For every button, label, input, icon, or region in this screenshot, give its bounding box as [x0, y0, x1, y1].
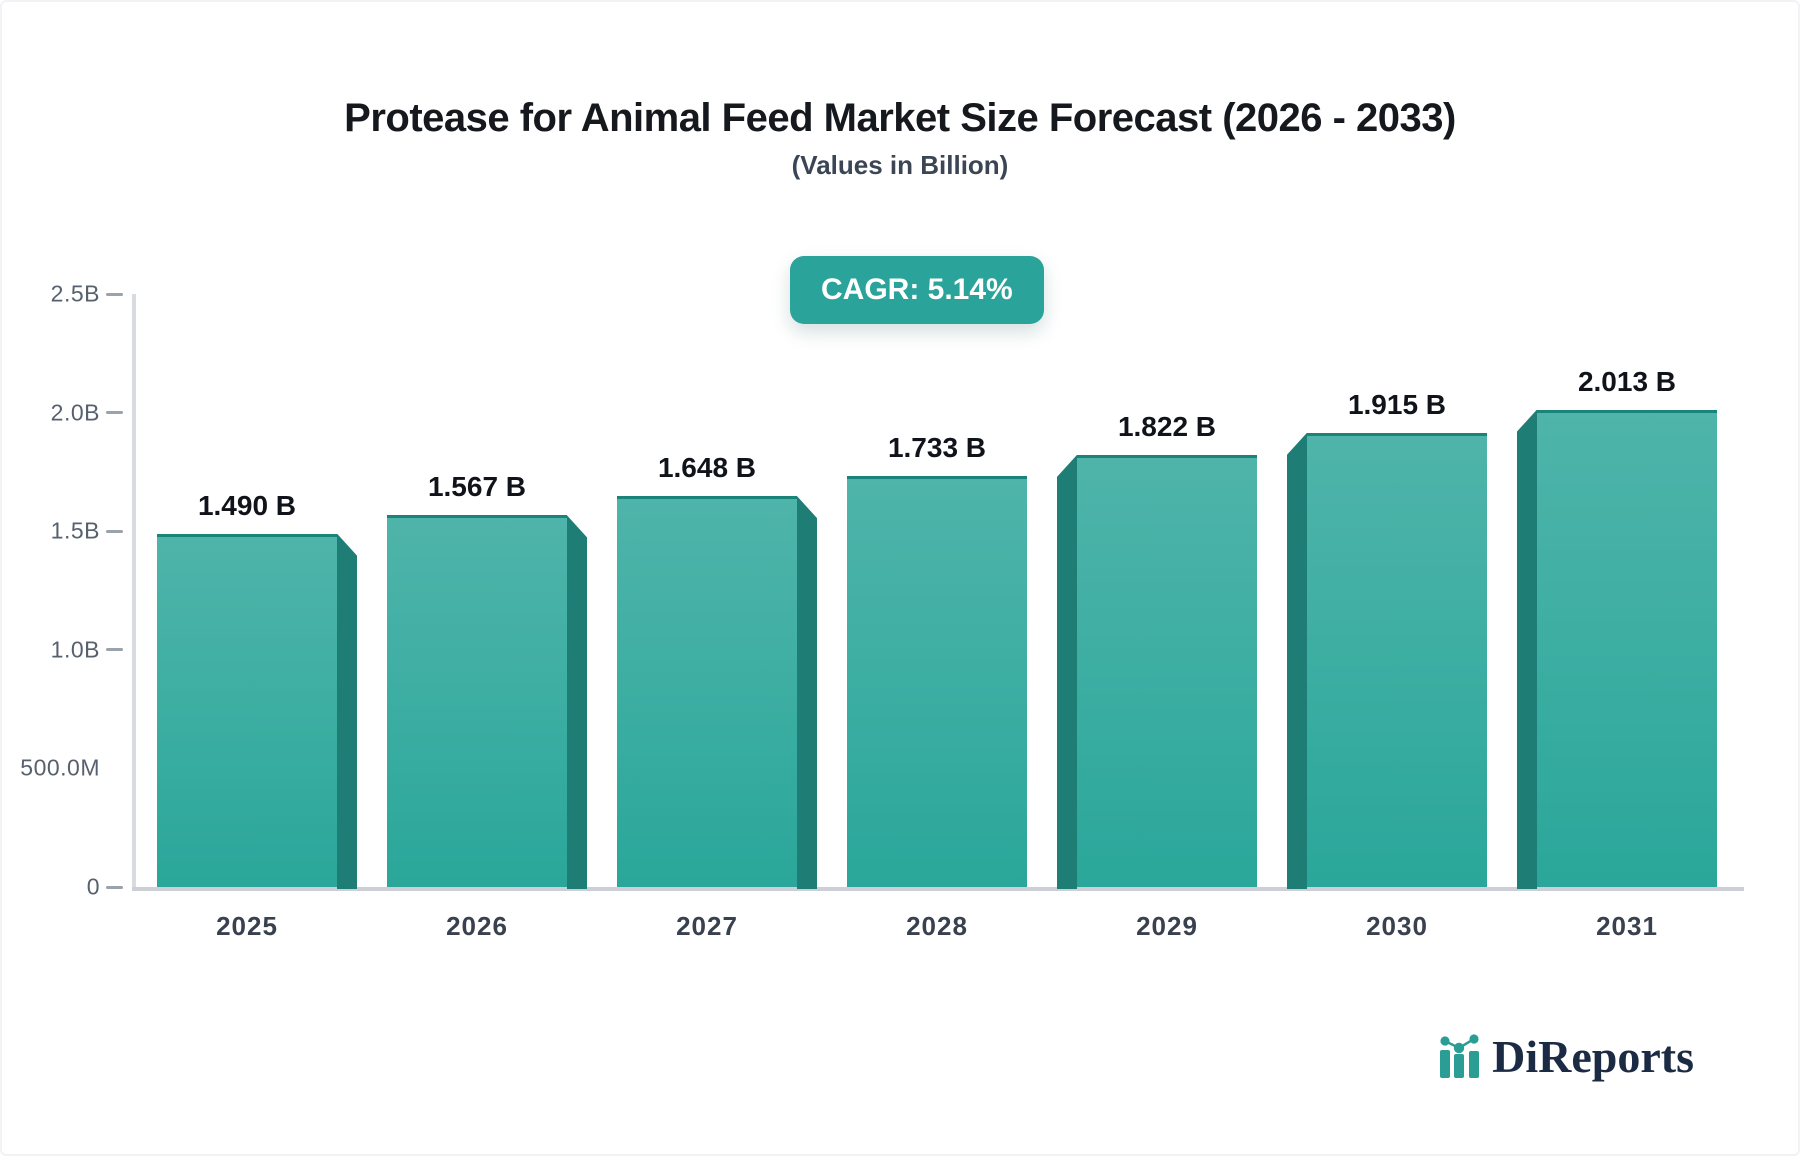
bar-group: 1.733 B: [822, 294, 1052, 887]
bar-value-label: 1.915 B: [1347, 388, 1447, 420]
bar-group: 1.915 B: [1282, 294, 1512, 889]
bar: 2.013 B: [1517, 366, 1717, 889]
bar-value-label: 2.013 B: [1577, 365, 1677, 397]
cagr-badge-label: CAGR: 5.14%: [821, 273, 1013, 306]
y-axis-tick-label: 1.5B: [50, 517, 100, 544]
bar-chart-plot: 0 500.0M 1.0B 1.5B 2.0B 2.5B 1.490 B 2025 1.567 …: [20, 281, 1744, 941]
bar-face: [617, 496, 797, 887]
bar-group: 1.567 B: [362, 294, 592, 889]
bar-face: [1537, 409, 1717, 887]
x-axis-baseline: [132, 887, 1744, 891]
bar: 1.648 B: [617, 452, 817, 889]
bar-3d-side: [1517, 409, 1537, 889]
x-axis-label: 2029: [1136, 911, 1198, 941]
y-axis-tick-mark: [106, 885, 123, 889]
bar-group: 2.013 B: [1512, 294, 1742, 889]
x-axis-label: 2030: [1366, 911, 1428, 941]
chart-subtitle: (Values in Billion): [791, 150, 1009, 180]
bar-face: [387, 515, 567, 887]
bar-value-label: 1.733 B: [887, 431, 987, 463]
y-axis-tick-label: 500.0M: [20, 754, 100, 781]
x-axis-label: 2028: [906, 911, 968, 941]
bar-3d-side: [797, 496, 817, 889]
bar: 1.915 B: [1287, 389, 1487, 889]
bar-face: [847, 475, 1027, 887]
y-axis-tick-mark: [106, 292, 123, 296]
bar-value-label: 1.648 B: [657, 452, 757, 484]
bar: 1.490 B: [157, 490, 357, 889]
bar: 1.733 B: [847, 432, 1027, 887]
bar-3d-side: [567, 515, 587, 889]
bar-face: [1077, 454, 1257, 887]
bar-3d-side: [1287, 432, 1307, 889]
bar: 1.567 B: [387, 471, 587, 889]
y-axis-tick-mark: [106, 648, 123, 652]
bar-group: 1.822 B: [1052, 294, 1282, 889]
x-axis-label: 2025: [216, 911, 278, 941]
y-axis-tick-mark: [106, 411, 123, 415]
bar-group: 1.490 B: [132, 294, 362, 889]
bar-group: 1.648 B: [592, 294, 822, 889]
direports-logo: DiReports: [1438, 1030, 1694, 1083]
y-axis-tick-mark: [106, 529, 123, 533]
bar-value-label: 1.490 B: [197, 489, 297, 521]
bar-3d-side: [337, 533, 357, 889]
bar-value-label: 1.567 B: [427, 471, 527, 503]
y-axis-tick-label: 0: [86, 873, 100, 900]
y-axis-tick-label: 2.0B: [50, 399, 100, 426]
direports-logo-text: DiReports: [1492, 1031, 1694, 1082]
bar-face: [157, 533, 337, 887]
y-axis-tick-label: 2.5B: [50, 280, 100, 307]
x-axis-label: 2026: [446, 911, 508, 941]
bar: 1.822 B: [1057, 411, 1257, 889]
y-axis-line: [132, 294, 136, 891]
direports-logo-icon: [1440, 1033, 1480, 1078]
x-axis-label: 2031: [1596, 911, 1658, 941]
y-axis-tick-label: 1.0B: [50, 636, 100, 663]
bar-value-label: 1.822 B: [1117, 410, 1217, 442]
cagr-badge: CAGR: 5.14%: [790, 256, 1044, 324]
chart-title: Protease for Animal Feed Market Size For…: [344, 96, 1456, 140]
x-axis-label: 2027: [676, 911, 738, 941]
bar-face: [1307, 432, 1487, 887]
bar-3d-side: [1057, 454, 1077, 889]
